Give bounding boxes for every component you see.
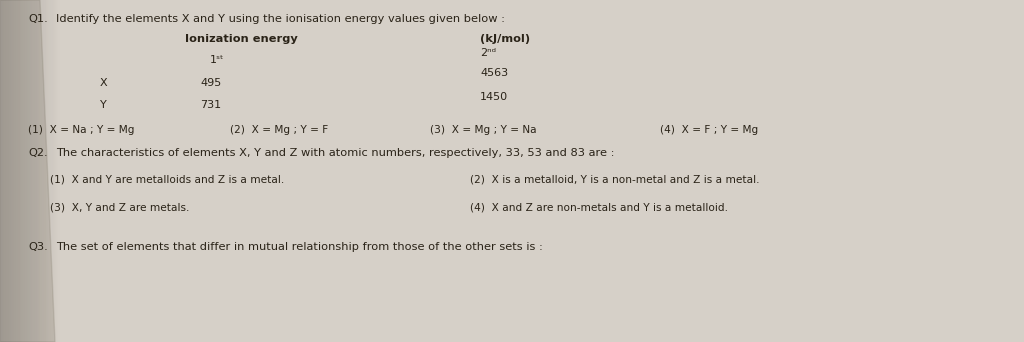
Text: The set of elements that differ in mutual relationship from those of the other s: The set of elements that differ in mutua… <box>56 242 543 252</box>
Text: Q1.: Q1. <box>28 14 48 24</box>
Text: (4)  X and Z are non-metals and Y is a metalloid.: (4) X and Z are non-metals and Y is a me… <box>470 203 728 213</box>
Text: (4)  X = F ; Y = Mg: (4) X = F ; Y = Mg <box>660 125 758 135</box>
Text: (3)  X, Y and Z are metals.: (3) X, Y and Z are metals. <box>50 203 189 213</box>
Text: Y: Y <box>100 100 106 110</box>
Text: The characteristics of elements X, Y and Z with atomic numbers, respectively, 33: The characteristics of elements X, Y and… <box>56 148 614 158</box>
Text: 2ⁿᵈ: 2ⁿᵈ <box>480 48 496 58</box>
Text: (2)  X = Mg ; Y = F: (2) X = Mg ; Y = F <box>230 125 329 135</box>
Text: Ionization energy: Ionization energy <box>185 34 298 44</box>
Text: (kJ/mol): (kJ/mol) <box>480 34 530 44</box>
Text: (1)  X = Na ; Y = Mg: (1) X = Na ; Y = Mg <box>28 125 134 135</box>
Text: 1450: 1450 <box>480 92 508 102</box>
Text: X: X <box>100 78 108 88</box>
Text: 1ˢᵗ: 1ˢᵗ <box>210 55 224 65</box>
Text: Identify the elements X and Y using the ionisation energy values given below :: Identify the elements X and Y using the … <box>56 14 505 24</box>
Text: 495: 495 <box>200 78 221 88</box>
Text: 4563: 4563 <box>480 68 508 78</box>
Text: (2)  X is a metalloid, Y is a non-metal and Z is a metal.: (2) X is a metalloid, Y is a non-metal a… <box>470 175 760 185</box>
Text: Q3.: Q3. <box>28 242 48 252</box>
Text: (3)  X = Mg ; Y = Na: (3) X = Mg ; Y = Na <box>430 125 537 135</box>
Text: (1)  X and Y are metalloids and Z is a metal.: (1) X and Y are metalloids and Z is a me… <box>50 175 285 185</box>
Polygon shape <box>0 0 55 342</box>
Text: Q2.: Q2. <box>28 148 48 158</box>
Text: 731: 731 <box>200 100 221 110</box>
